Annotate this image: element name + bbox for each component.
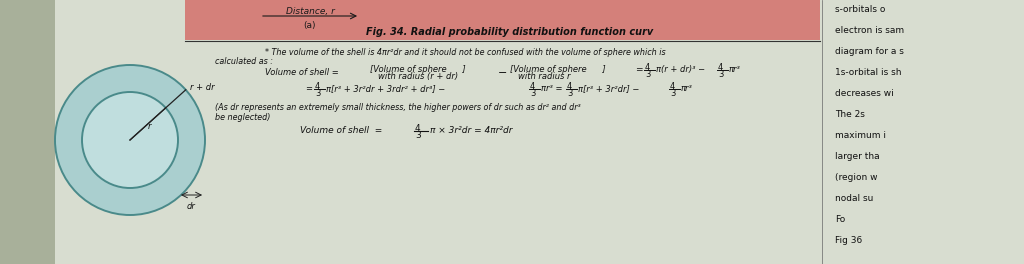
Text: π[r³ + 3r²dr + 3rdr² + dr³] −: π[r³ + 3r²dr + 3rdr² + dr³] − <box>326 84 445 93</box>
Text: (region w: (region w <box>835 173 878 182</box>
Text: nodal su: nodal su <box>835 194 873 203</box>
Text: s-orbitals o: s-orbitals o <box>835 5 886 14</box>
Text: Distance, r: Distance, r <box>286 7 335 16</box>
Circle shape <box>82 92 178 188</box>
Text: Fo: Fo <box>835 215 845 224</box>
Text: [Volume of sphere      ]: [Volume of sphere ] <box>510 65 605 74</box>
Text: 4: 4 <box>530 82 536 91</box>
Text: 3: 3 <box>645 70 650 79</box>
Text: with radius (r + dr): with radius (r + dr) <box>378 72 458 81</box>
Text: electron is sam: electron is sam <box>835 26 904 35</box>
Text: r + dr: r + dr <box>189 83 214 92</box>
Text: dr: dr <box>187 202 196 211</box>
Text: π[r³ + 3r²dr] −: π[r³ + 3r²dr] − <box>578 84 639 93</box>
Text: Fig. 34. Radial probability distribution function curv: Fig. 34. Radial probability distribution… <box>367 27 653 37</box>
Text: (As dr represents an extremely small thickness, the higher powers of dr such as : (As dr represents an extremely small thi… <box>215 103 581 112</box>
Text: 3: 3 <box>315 89 321 98</box>
Text: 3: 3 <box>530 89 536 98</box>
Text: 4: 4 <box>567 82 572 91</box>
Text: 3: 3 <box>415 131 421 140</box>
Text: Volume of shell =: Volume of shell = <box>265 68 339 77</box>
Text: 3: 3 <box>718 70 723 79</box>
Text: with radius r: with radius r <box>518 72 570 81</box>
Text: =: = <box>635 65 642 74</box>
Text: 4: 4 <box>415 124 421 133</box>
Text: 4: 4 <box>645 63 650 72</box>
Text: 1s-orbital is sh: 1s-orbital is sh <box>835 68 901 77</box>
Text: 4: 4 <box>315 82 321 91</box>
Text: Volume of shell  =: Volume of shell = <box>300 126 382 135</box>
Text: Fig 36: Fig 36 <box>835 236 862 245</box>
Text: πr³: πr³ <box>681 84 693 93</box>
Text: maximum i: maximum i <box>835 131 886 140</box>
Text: r: r <box>148 122 152 131</box>
Text: 4: 4 <box>670 82 675 91</box>
Text: =: = <box>305 84 312 93</box>
Text: π × 3r²dr = 4πr²dr: π × 3r²dr = 4πr²dr <box>430 126 512 135</box>
Text: −: − <box>498 68 507 78</box>
Text: π(r + dr)³ −: π(r + dr)³ − <box>656 65 706 74</box>
Text: larger tha: larger tha <box>835 152 880 161</box>
Text: πr³ =: πr³ = <box>541 84 562 93</box>
Text: be neglected): be neglected) <box>215 113 270 122</box>
Text: The 2s: The 2s <box>835 110 865 119</box>
Text: decreases wi: decreases wi <box>835 89 894 98</box>
Text: 3: 3 <box>567 89 572 98</box>
Text: πr³: πr³ <box>729 65 741 74</box>
Text: [Volume of sphere      ]: [Volume of sphere ] <box>370 65 466 74</box>
Bar <box>185 0 820 40</box>
Text: 3: 3 <box>670 89 676 98</box>
Text: * The volume of the shell is 4πr²dr and it should not be confused with the volum: * The volume of the shell is 4πr²dr and … <box>265 48 666 57</box>
Text: diagram for a s: diagram for a s <box>835 47 904 56</box>
Text: (a): (a) <box>304 21 316 30</box>
Text: 4: 4 <box>718 63 723 72</box>
Text: calculated as :: calculated as : <box>215 57 273 66</box>
Circle shape <box>55 65 205 215</box>
Bar <box>0 0 55 264</box>
